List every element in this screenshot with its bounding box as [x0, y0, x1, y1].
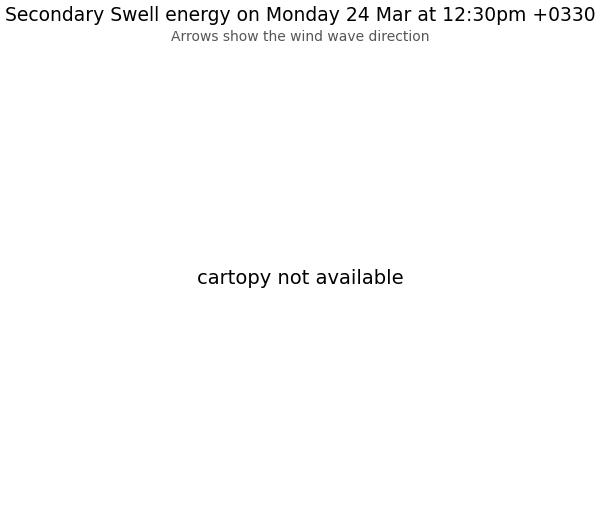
Text: Arrows show the wind wave direction: Arrows show the wind wave direction — [171, 30, 430, 43]
Text: Secondary Swell energy on Monday 24 Mar at 12:30pm +0330: Secondary Swell energy on Monday 24 Mar … — [5, 6, 596, 24]
Text: cartopy not available: cartopy not available — [197, 268, 404, 288]
